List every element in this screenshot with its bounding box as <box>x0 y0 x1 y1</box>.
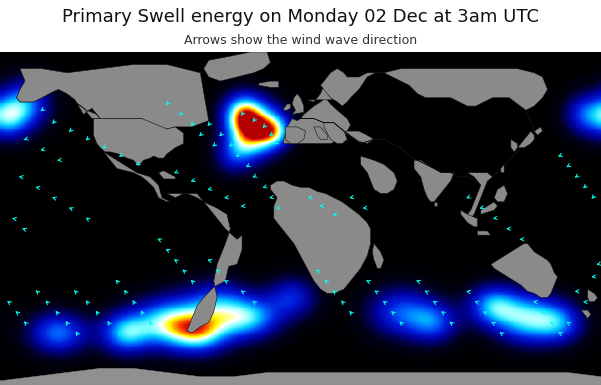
Polygon shape <box>314 127 327 139</box>
Polygon shape <box>491 243 558 298</box>
Polygon shape <box>534 127 543 135</box>
Polygon shape <box>361 156 397 194</box>
Polygon shape <box>372 243 384 268</box>
Polygon shape <box>334 77 350 98</box>
Polygon shape <box>434 202 438 206</box>
Polygon shape <box>517 131 534 148</box>
Polygon shape <box>0 368 601 385</box>
Polygon shape <box>324 123 347 144</box>
Polygon shape <box>344 131 374 144</box>
Polygon shape <box>17 69 100 114</box>
Polygon shape <box>581 310 591 318</box>
Polygon shape <box>511 139 517 152</box>
Polygon shape <box>204 52 270 81</box>
Polygon shape <box>103 152 170 202</box>
Polygon shape <box>501 164 504 173</box>
Polygon shape <box>167 194 242 333</box>
Polygon shape <box>17 64 209 131</box>
Polygon shape <box>270 181 371 293</box>
Polygon shape <box>414 160 454 202</box>
Polygon shape <box>588 289 597 302</box>
Polygon shape <box>468 173 492 219</box>
Polygon shape <box>259 81 279 87</box>
Polygon shape <box>285 127 305 144</box>
Polygon shape <box>94 119 184 166</box>
Text: Arrows show the wind wave direction: Arrows show the wind wave direction <box>184 34 417 47</box>
Polygon shape <box>284 98 350 144</box>
Polygon shape <box>477 231 491 235</box>
Polygon shape <box>159 171 175 179</box>
Polygon shape <box>307 69 347 102</box>
Text: Primary Swell energy on Monday 02 Dec at 3am UTC: Primary Swell energy on Monday 02 Dec at… <box>62 8 539 26</box>
Polygon shape <box>284 104 290 110</box>
Polygon shape <box>461 210 477 227</box>
Polygon shape <box>494 185 507 202</box>
Polygon shape <box>481 202 498 214</box>
Polygon shape <box>300 69 548 181</box>
Polygon shape <box>292 94 304 114</box>
